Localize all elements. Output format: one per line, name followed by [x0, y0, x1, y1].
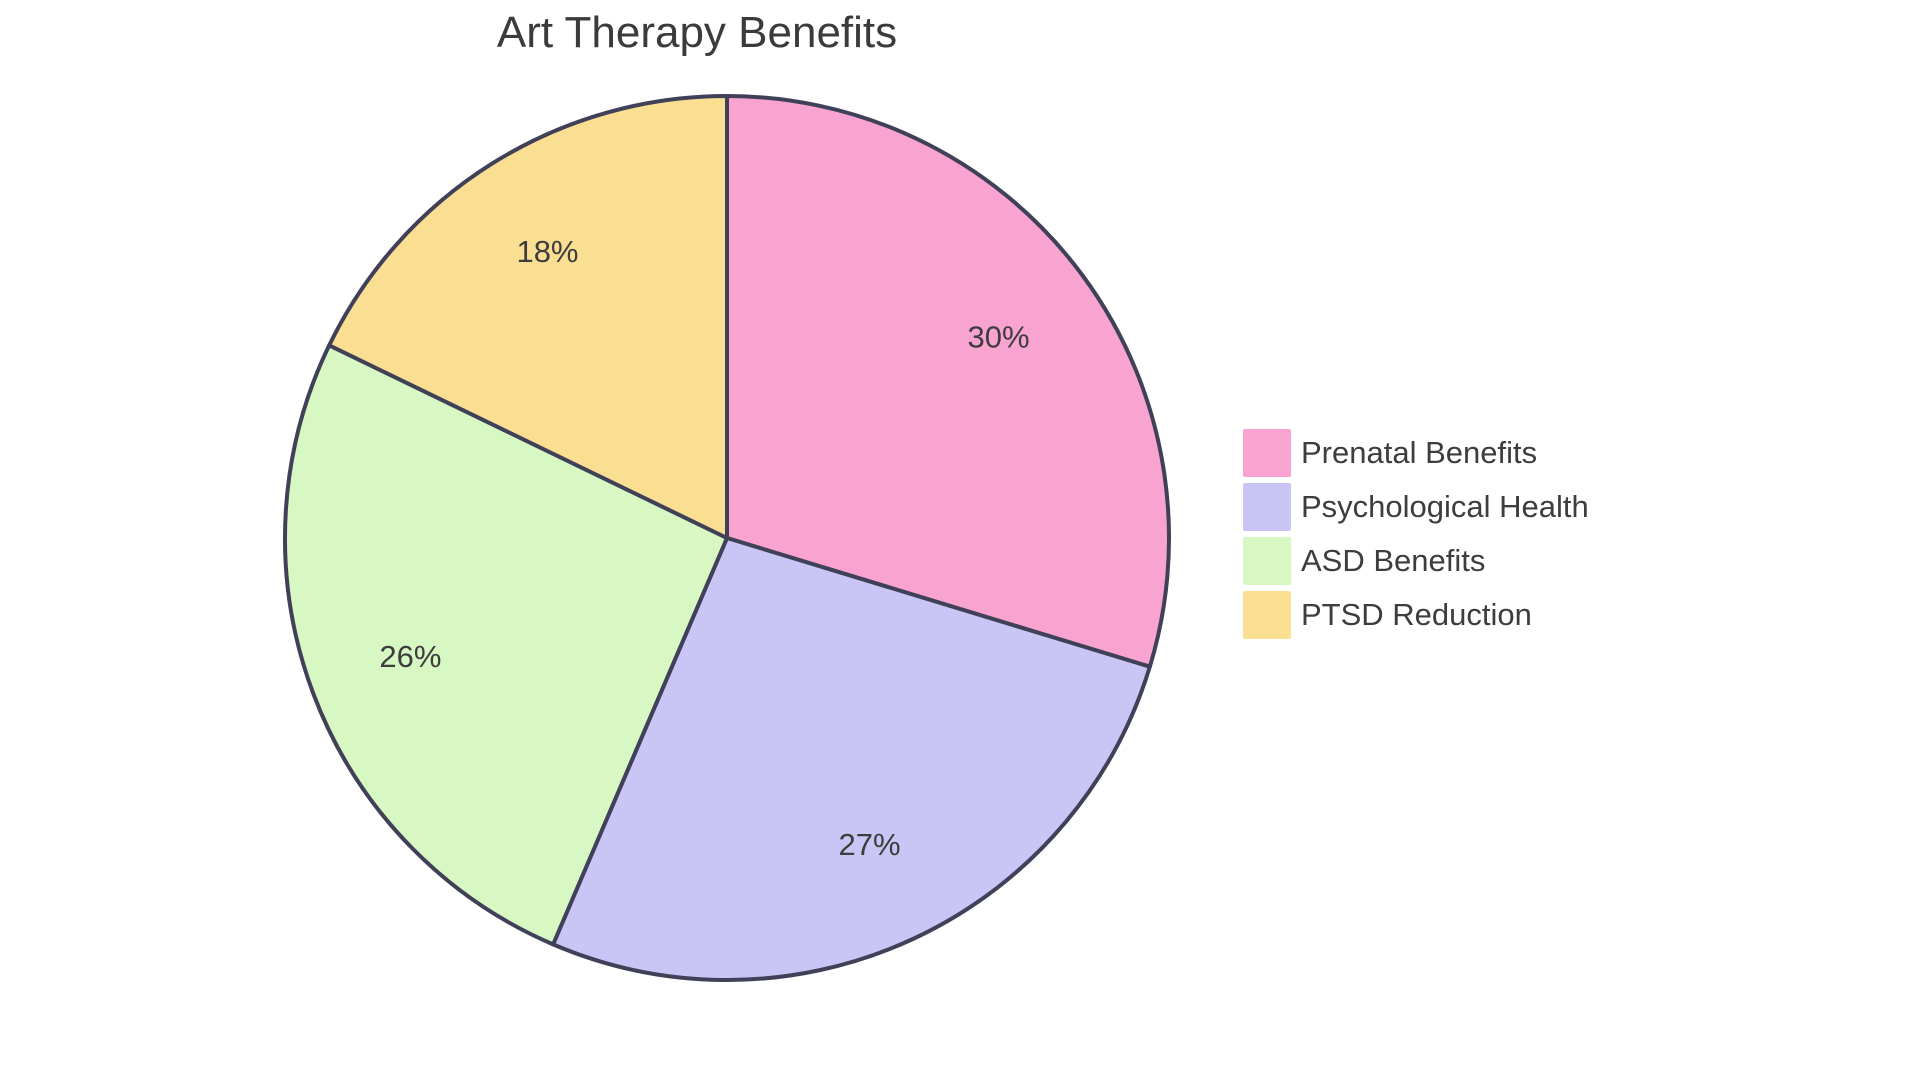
legend-item-asd-benefits: ASD Benefits — [1243, 537, 1589, 585]
slice-percent-label-prenatal-benefits: 30% — [968, 319, 1030, 354]
pie-slice-ptsd-reduction — [327, 94, 729, 540]
legend-item-prenatal-benefits: Prenatal Benefits — [1243, 429, 1589, 477]
legend-swatch-asd-benefits — [1243, 537, 1291, 585]
slice-percent-label-psychological-health: 27% — [839, 827, 901, 862]
legend-item-ptsd-reduction: PTSD Reduction — [1243, 591, 1589, 639]
pie-slice-psychological-health — [551, 536, 1152, 982]
legend-label-asd-benefits: ASD Benefits — [1301, 543, 1486, 578]
legend-label-prenatal-benefits: Prenatal Benefits — [1301, 435, 1538, 470]
chart-title: Art Therapy Benefits — [496, 8, 898, 57]
legend-swatch-prenatal-benefits — [1243, 429, 1291, 477]
slice-percent-label-ptsd-reduction: 18% — [516, 234, 578, 269]
legend-swatch-psychological-health — [1243, 483, 1291, 531]
slice-percent-label-asd-benefits: 26% — [379, 639, 441, 674]
legend-swatch-ptsd-reduction — [1243, 591, 1291, 639]
legend-label-ptsd-reduction: PTSD Reduction — [1301, 597, 1532, 632]
legend: Prenatal Benefits Psychological Health A… — [1243, 429, 1589, 645]
pie-slice-prenatal-benefits — [725, 94, 1171, 669]
pie-slice-asd-benefits — [283, 343, 729, 947]
legend-item-psychological-health: Psychological Health — [1243, 483, 1589, 531]
legend-label-psychological-health: Psychological Health — [1301, 489, 1589, 524]
